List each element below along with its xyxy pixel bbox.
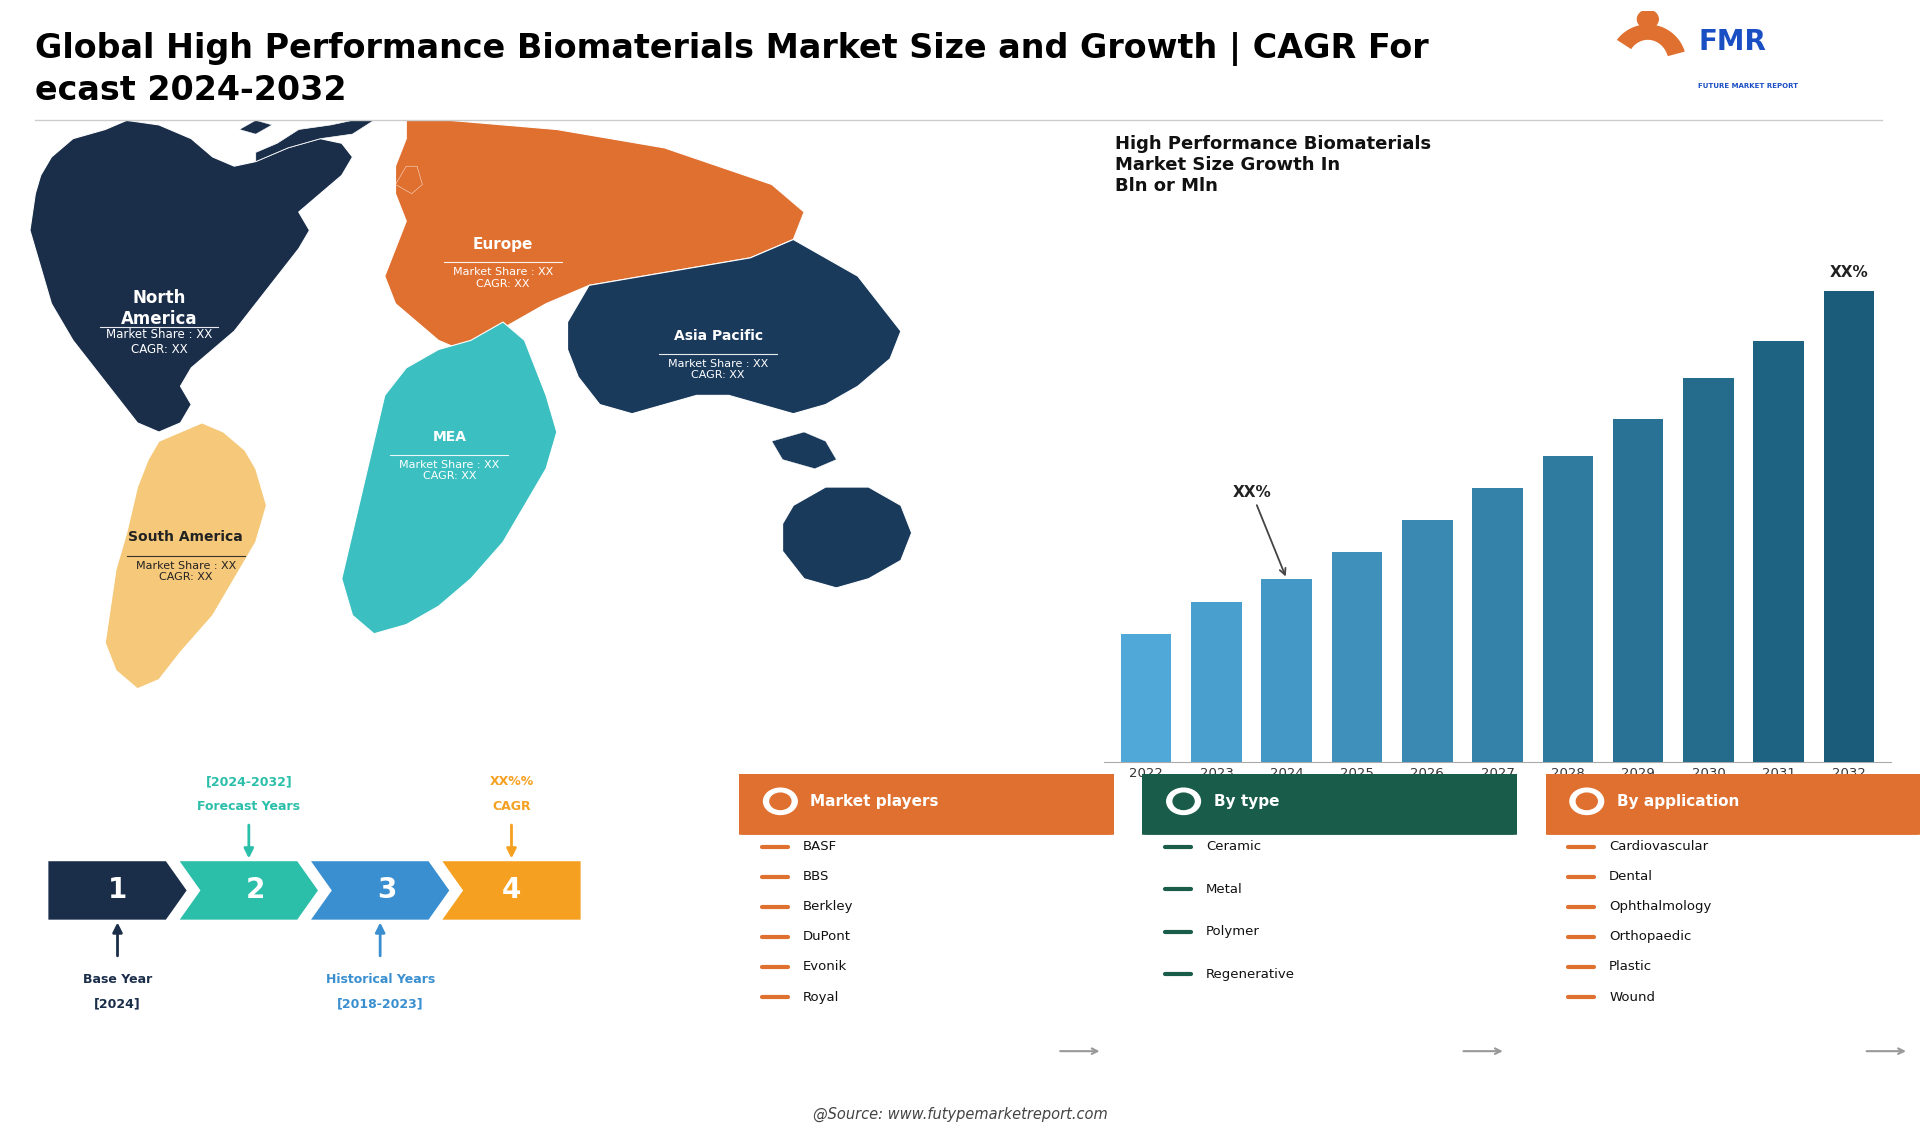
Text: High Performance Biomaterials
Market Size Growth In
Bln or Mln: High Performance Biomaterials Market Siz… [1114, 135, 1430, 195]
Text: DuPont: DuPont [803, 931, 851, 943]
Text: Cardiovascular: Cardiovascular [1609, 840, 1709, 853]
Text: South America: South America [129, 531, 244, 544]
Polygon shape [772, 432, 837, 469]
Polygon shape [342, 322, 557, 634]
Text: Wound: Wound [1609, 990, 1655, 1004]
Text: Ophthalmology: Ophthalmology [1609, 901, 1711, 913]
Text: 4: 4 [501, 877, 520, 904]
Text: By type: By type [1213, 794, 1279, 809]
FancyBboxPatch shape [1538, 768, 1920, 1072]
Polygon shape [255, 120, 374, 162]
Text: Metal: Metal [1206, 882, 1242, 896]
FancyBboxPatch shape [1534, 768, 1920, 835]
FancyBboxPatch shape [1131, 768, 1528, 835]
Circle shape [764, 788, 797, 815]
Text: Market players: Market players [810, 794, 939, 809]
Circle shape [1638, 10, 1659, 29]
Bar [1261, 579, 1311, 762]
Polygon shape [311, 862, 449, 919]
Text: BASF: BASF [803, 840, 837, 853]
Bar [1332, 551, 1382, 762]
Text: Market Share : XX
CAGR: XX: Market Share : XX CAGR: XX [399, 460, 499, 481]
Text: Market Share : XX
CAGR: XX: Market Share : XX CAGR: XX [453, 267, 553, 289]
Circle shape [770, 793, 791, 809]
Circle shape [1571, 788, 1603, 815]
FancyBboxPatch shape [732, 768, 1121, 1072]
Polygon shape [568, 240, 900, 414]
Text: CAGR: CAGR [492, 800, 530, 813]
Polygon shape [442, 862, 580, 919]
Text: Global High Performance Biomaterials Market Size and Growth | CAGR For: Global High Performance Biomaterials Mar… [35, 32, 1428, 66]
Text: FUTURE MARKET REPORT: FUTURE MARKET REPORT [1699, 84, 1799, 89]
Text: Market Share : XX
CAGR: XX: Market Share : XX CAGR: XX [668, 359, 768, 380]
Text: 3: 3 [378, 877, 397, 904]
Text: Regenerative: Regenerative [1206, 968, 1296, 981]
Text: Asia Pacific: Asia Pacific [674, 329, 762, 343]
Circle shape [1167, 788, 1200, 815]
Polygon shape [240, 120, 273, 134]
Polygon shape [384, 120, 804, 350]
Text: North
America: North America [121, 289, 198, 328]
Text: Historical Years: Historical Years [326, 973, 434, 987]
Bar [1753, 342, 1805, 762]
Text: Base Year: Base Year [83, 973, 152, 987]
Text: MEA: MEA [432, 430, 467, 444]
Text: Forecast Years: Forecast Years [198, 800, 300, 813]
Polygon shape [783, 487, 912, 588]
Polygon shape [106, 423, 267, 689]
Text: XX%%: XX%% [490, 775, 534, 788]
Text: [2018-2023]: [2018-2023] [336, 997, 424, 1011]
Text: [2024-2032]: [2024-2032] [205, 775, 292, 788]
Text: FMR: FMR [1699, 29, 1766, 56]
Circle shape [1576, 793, 1597, 809]
Text: 1: 1 [108, 877, 127, 904]
Text: Ceramic: Ceramic [1206, 840, 1261, 853]
FancyBboxPatch shape [728, 768, 1125, 835]
Bar [1824, 291, 1874, 762]
Polygon shape [31, 120, 353, 432]
Polygon shape [48, 862, 186, 919]
Circle shape [1173, 793, 1194, 809]
Bar [1542, 456, 1594, 762]
Bar [1402, 519, 1453, 762]
Text: Market Share : XX
CAGR: XX: Market Share : XX CAGR: XX [136, 560, 236, 582]
Text: ecast 2024-2032: ecast 2024-2032 [35, 74, 346, 108]
Text: @Source: www.futурemarketreport.com: @Source: www.futурemarketreport.com [812, 1106, 1108, 1122]
Polygon shape [1617, 24, 1686, 56]
Text: Polymer: Polymer [1206, 925, 1260, 939]
Text: By application: By application [1617, 794, 1740, 809]
Bar [1684, 378, 1734, 762]
Text: Market Share : XX
CAGR: XX: Market Share : XX CAGR: XX [106, 328, 211, 356]
Polygon shape [396, 166, 422, 194]
Text: XX%: XX% [1830, 265, 1868, 281]
Text: Evonik: Evonik [803, 960, 847, 973]
Text: Berkley: Berkley [803, 901, 852, 913]
Text: Dental: Dental [1609, 870, 1653, 884]
Text: 2: 2 [246, 877, 265, 904]
Polygon shape [180, 862, 319, 919]
Text: [2024]: [2024] [94, 997, 140, 1011]
Bar [1121, 634, 1171, 762]
Bar [1613, 419, 1663, 762]
Text: Plastic: Plastic [1609, 960, 1653, 973]
FancyBboxPatch shape [1135, 768, 1524, 1072]
Text: XX%: XX% [1233, 485, 1286, 574]
Text: Orthopaedic: Orthopaedic [1609, 931, 1692, 943]
Text: Europe: Europe [472, 236, 534, 252]
Text: BBS: BBS [803, 870, 829, 884]
Text: Royal: Royal [803, 990, 839, 1004]
Bar [1190, 602, 1242, 762]
Bar [1473, 488, 1523, 762]
